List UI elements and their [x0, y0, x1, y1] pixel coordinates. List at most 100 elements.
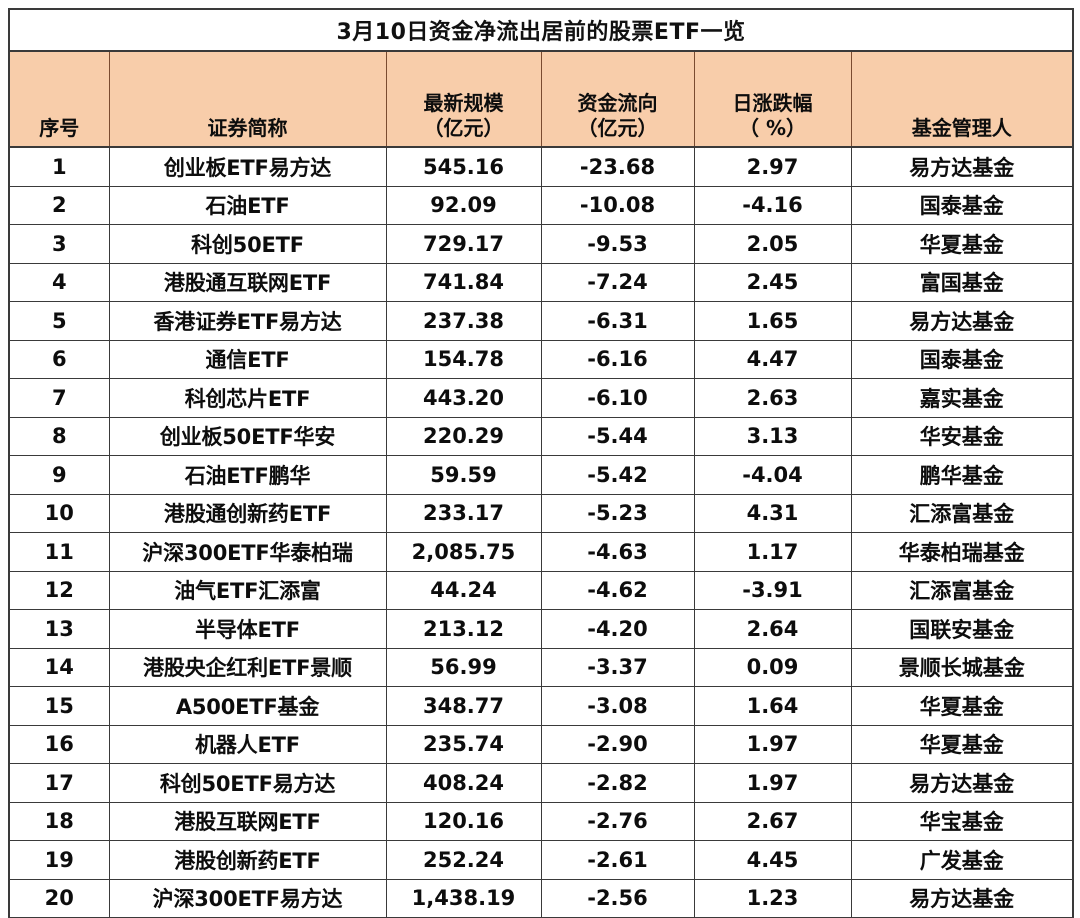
cell-name: 半导体ETF: [108, 609, 387, 649]
cell-scale: 213.12: [385, 609, 542, 649]
cell-name: 港股创新药ETF: [108, 840, 387, 880]
table-row[interactable]: 20 沪深300ETF易方达 1,438.19 -2.56 1.23 易方达基金: [8, 878, 1074, 918]
column-header-change[interactable]: 日涨跌幅（ %）: [693, 50, 852, 148]
cell-index: 3: [8, 224, 110, 264]
table-row[interactable]: 16 机器人ETF 235.74 -2.90 1.97 华夏基金: [8, 724, 1074, 764]
table-row[interactable]: 13 半导体ETF 213.12 -4.20 2.64 国联安基金: [8, 609, 1074, 649]
cell-name: 沪深300ETF华泰柏瑞: [108, 532, 387, 572]
cell-scale: 56.99: [385, 647, 542, 687]
table-row[interactable]: 11 沪深300ETF华泰柏瑞 2,085.75 -4.63 1.17 华泰柏瑞基金: [8, 532, 1074, 572]
table-row[interactable]: 3 科创50ETF 729.17 -9.53 2.05 华夏基金: [8, 224, 1074, 264]
column-header-row: 序号 证券简称 最新规模 （亿元） 资金流向 （亿元） 日涨跌幅（ %） 基金管理人: [8, 50, 1074, 148]
cell-change: -3.91: [693, 570, 852, 610]
cell-index: 12: [8, 570, 110, 610]
column-header-scale-line-1: 最新规模: [423, 91, 504, 116]
column-header-flow[interactable]: 资金流向 （亿元）: [540, 50, 695, 148]
cell-change: 2.67: [693, 801, 852, 841]
column-header-change-line-1: 日涨跌幅: [732, 91, 813, 116]
table-row[interactable]: 4 港股通互联网ETF 741.84 -7.24 2.45 富国基金: [8, 262, 1074, 302]
etf-outflow-table: 3月10日资金净流出居前的股票ETF一览 序号 证券简称 最新规模 （亿元） 资金流向（…: [8, 8, 1074, 918]
cell-scale: 1,438.19: [385, 878, 542, 918]
table-row[interactable]: 19 港股创新药ETF 252.24 -2.61 4.45 广发基金: [8, 840, 1074, 880]
cell-manager: 华宝基金: [850, 801, 1074, 841]
table-row[interactable]: 5 香港证券ETF易方达 237.38 -6.31 1.65 易方达基金: [8, 301, 1074, 341]
cell-flow: -7.24: [540, 262, 695, 302]
cell-name: 科创50ETF: [108, 224, 387, 264]
cell-change: 4.31: [693, 493, 852, 533]
cell-name: 港股央企红利ETF景顺: [108, 647, 387, 687]
cell-flow: -6.10: [540, 378, 695, 418]
cell-change: 0.09: [693, 647, 852, 687]
cell-flow: -5.44: [540, 416, 695, 456]
column-header-name-line-1: 证券简称: [207, 115, 288, 140]
table-row[interactable]: 10 港股通创新药ETF 233.17 -5.23 4.31 汇添富基金: [8, 493, 1074, 533]
table-row[interactable]: 14 港股央企红利ETF景顺 56.99 -3.37 0.09 景顺长城基金: [8, 647, 1074, 687]
column-header-scale[interactable]: 最新规模 （亿元）: [385, 50, 542, 148]
cell-change: 1.97: [693, 763, 852, 803]
cell-flow: -3.08: [540, 686, 695, 726]
cell-manager: 景顺长城基金: [850, 647, 1074, 687]
cell-scale: 2,085.75: [385, 532, 542, 572]
cell-manager: 广发基金: [850, 840, 1074, 880]
table-row[interactable]: 9 石油ETF鹏华 59.59 -5.42 -4.04 鹏华基金: [8, 455, 1074, 495]
cell-name: A500ETF基金: [108, 686, 387, 726]
cell-name: 沪深300ETF易方达: [108, 878, 387, 918]
cell-change: 3.13: [693, 416, 852, 456]
cell-change: 2.45: [693, 262, 852, 302]
cell-flow: -23.68: [540, 146, 695, 187]
column-header-manager-line-1: 基金管理人: [911, 115, 1012, 140]
table-body: 1 创业板ETF易方达 545.16 -23.68 2.97 易方达基金 2 石油ETF 92.…: [8, 146, 1074, 918]
cell-name: 科创50ETF易方达: [108, 763, 387, 803]
cell-scale: 233.17: [385, 493, 542, 533]
cell-index: 14: [8, 647, 110, 687]
cell-manager: 易方达基金: [850, 301, 1074, 341]
cell-scale: 237.38: [385, 301, 542, 341]
cell-index: 13: [8, 609, 110, 649]
cell-flow: -2.90: [540, 724, 695, 764]
table-row[interactable]: 2 石油ETF 92.09 -10.08 -4.16 国泰基金: [8, 185, 1074, 225]
cell-name: 港股通互联网ETF: [108, 262, 387, 302]
page-title: 3月10日资金净流出居前的股票ETF一览: [8, 8, 1074, 52]
cell-manager: 易方达基金: [850, 146, 1074, 187]
column-header-change-line-2: （ %）: [738, 115, 806, 140]
cell-flow: -2.56: [540, 878, 695, 918]
cell-manager: 华泰柏瑞基金: [850, 532, 1074, 572]
cell-name: 创业板ETF易方达: [108, 146, 387, 187]
cell-name: 石油ETF: [108, 185, 387, 225]
column-header-name[interactable]: 证券简称: [108, 50, 387, 148]
table-row[interactable]: 1 创业板ETF易方达 545.16 -23.68 2.97 易方达基金: [8, 146, 1074, 187]
table-row[interactable]: 8 创业板50ETF华安 220.29 -5.44 3.13 华安基金: [8, 416, 1074, 456]
cell-scale: 220.29: [385, 416, 542, 456]
cell-name: 石油ETF鹏华: [108, 455, 387, 495]
cell-change: 1.64: [693, 686, 852, 726]
cell-index: 1: [8, 146, 110, 187]
column-header-flow-line-1: 资金流向: [577, 91, 658, 116]
cell-scale: 741.84: [385, 262, 542, 302]
column-header-index[interactable]: 序号: [8, 50, 110, 148]
cell-manager: 华夏基金: [850, 686, 1074, 726]
table-row[interactable]: 17 科创50ETF易方达 408.24 -2.82 1.97 易方达基金: [8, 763, 1074, 803]
cell-index: 4: [8, 262, 110, 302]
cell-change: 1.65: [693, 301, 852, 341]
cell-change: -4.16: [693, 185, 852, 225]
cell-manager: 易方达基金: [850, 878, 1074, 918]
table-row[interactable]: 12 油气ETF汇添富 44.24 -4.62 -3.91 汇添富基金: [8, 570, 1074, 610]
column-header-scale-line-2: （亿元）: [423, 115, 504, 140]
table-row[interactable]: 6 通信ETF 154.78 -6.16 4.47 国泰基金: [8, 339, 1074, 379]
cell-flow: -5.23: [540, 493, 695, 533]
table-row[interactable]: 15 A500ETF基金 348.77 -3.08 1.64 华夏基金: [8, 686, 1074, 726]
cell-index: 2: [8, 185, 110, 225]
cell-index: 17: [8, 763, 110, 803]
cell-manager: 华夏基金: [850, 724, 1074, 764]
cell-name: 机器人ETF: [108, 724, 387, 764]
cell-scale: 92.09: [385, 185, 542, 225]
cell-index: 16: [8, 724, 110, 764]
table-row[interactable]: 18 港股互联网ETF 120.16 -2.76 2.67 华宝基金: [8, 801, 1074, 841]
cell-flow: -3.37: [540, 647, 695, 687]
cell-flow: -2.82: [540, 763, 695, 803]
table-row[interactable]: 7 科创芯片ETF 443.20 -6.10 2.63 嘉实基金: [8, 378, 1074, 418]
cell-scale: 120.16: [385, 801, 542, 841]
cell-flow: -6.16: [540, 339, 695, 379]
cell-flow: -4.20: [540, 609, 695, 649]
column-header-manager[interactable]: 基金管理人: [850, 50, 1074, 148]
